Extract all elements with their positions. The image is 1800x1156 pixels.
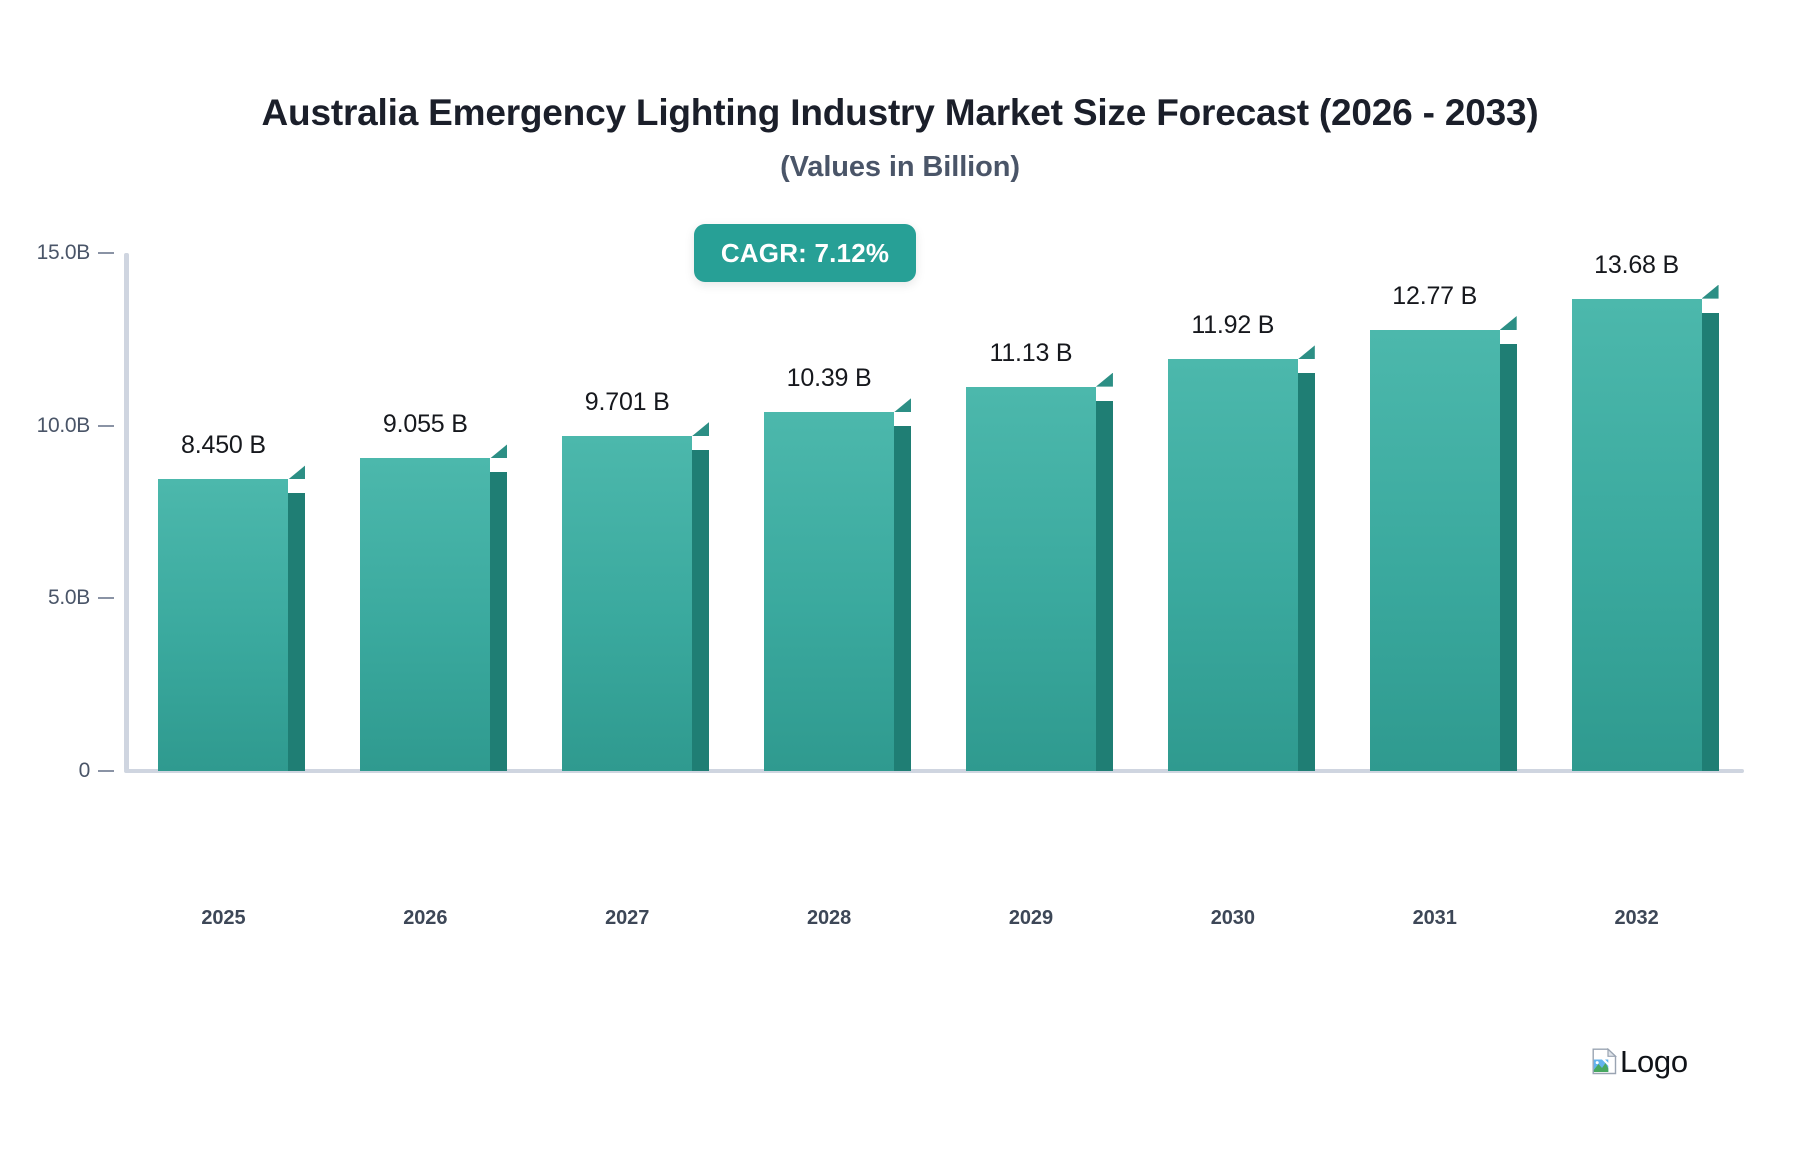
bar-top-face — [894, 398, 912, 413]
x-axis-tick-label: 2030 — [1210, 907, 1255, 929]
bar-column[interactable] — [1369, 316, 1517, 771]
bar-value-label: 9.055 B — [382, 410, 468, 439]
bar-front-face — [1369, 330, 1500, 771]
bar-front-face — [158, 479, 289, 771]
x-axis-tick-label: 2025 — [201, 907, 246, 929]
bar-front-face — [1571, 298, 1702, 771]
bar-value-label: 10.39 B — [786, 364, 872, 393]
bar-top-face — [490, 444, 508, 459]
bar-column[interactable] — [562, 421, 710, 771]
bar-value-label: 13.68 B — [1594, 250, 1679, 279]
cagr-badge-label: CAGR: 7.12% — [720, 237, 890, 268]
x-axis-tick-label: 2029 — [1008, 907, 1053, 929]
bar-column[interactable] — [360, 444, 508, 771]
x-axis-tick-label: 2028 — [807, 907, 852, 929]
bar-side-face — [1701, 312, 1719, 771]
logo-text: Logo — [1620, 1044, 1688, 1079]
x-axis-tick-label: 2027 — [605, 907, 650, 929]
bar-value-label: 8.450 B — [181, 431, 266, 460]
y-axis-line — [124, 253, 129, 771]
bar-side-face — [894, 426, 912, 771]
bar-top-face — [1095, 372, 1113, 387]
x-axis-tick-label: 2031 — [1412, 907, 1457, 929]
bar-top-face — [692, 421, 710, 436]
x-axis-line — [124, 769, 1744, 773]
bar-value-label: 11.13 B — [989, 338, 1073, 367]
bar-side-face — [1499, 344, 1517, 771]
bar-front-face — [562, 435, 693, 771]
bar-front-face — [764, 412, 895, 771]
bar-column[interactable] — [1571, 284, 1719, 771]
bar-value-label: 9.701 B — [584, 387, 670, 416]
bar-value-label: 11.92 B — [1191, 311, 1275, 340]
bar-value-label: 12.77 B — [1392, 282, 1478, 310]
bar-top-face — [1499, 316, 1517, 330]
chart-subtitle: (Values in Billion) — [780, 150, 1020, 183]
cagr-badge: CAGR: 7.12% — [694, 224, 916, 282]
x-axis-tick-label: 2032 — [1614, 907, 1659, 929]
bar-side-face — [288, 493, 306, 771]
y-axis-tick-mark — [98, 424, 114, 427]
y-axis-tick-label: 5.0B — [48, 586, 90, 610]
bar-front-face — [1167, 359, 1298, 771]
bar-column[interactable] — [764, 398, 912, 771]
y-axis-tick-label: 10.0B — [36, 413, 91, 437]
bar-front-face — [965, 386, 1096, 771]
bar-top-face — [1701, 284, 1719, 299]
bar-front-face — [360, 458, 491, 771]
y-axis-tick-mark — [98, 597, 114, 600]
title-block: Australia Emergency Lighting Industry Ma… — [0, 92, 1800, 184]
bar-column[interactable] — [158, 465, 306, 771]
x-axis-tick-label: 2026 — [403, 907, 448, 929]
y-axis-tick-label: 0 — [78, 759, 91, 782]
bar-top-face — [1297, 345, 1315, 360]
y-axis-tick-mark — [98, 770, 114, 772]
bar-side-face — [692, 449, 710, 771]
bar-column[interactable] — [1167, 345, 1315, 771]
logo-area: Logo — [1592, 1046, 1688, 1077]
bar-column[interactable] — [965, 372, 1113, 771]
y-axis-tick-mark — [98, 252, 114, 254]
bar-side-face — [490, 472, 508, 771]
page-title: Australia Emergency Lighting Industry Ma… — [261, 92, 1539, 133]
broken-image-icon — [1592, 1047, 1618, 1075]
bar-side-face — [1297, 373, 1315, 771]
bar-side-face — [1095, 400, 1113, 771]
y-axis-tick-label: 15.0B — [36, 241, 91, 264]
bar-top-face — [288, 465, 306, 480]
